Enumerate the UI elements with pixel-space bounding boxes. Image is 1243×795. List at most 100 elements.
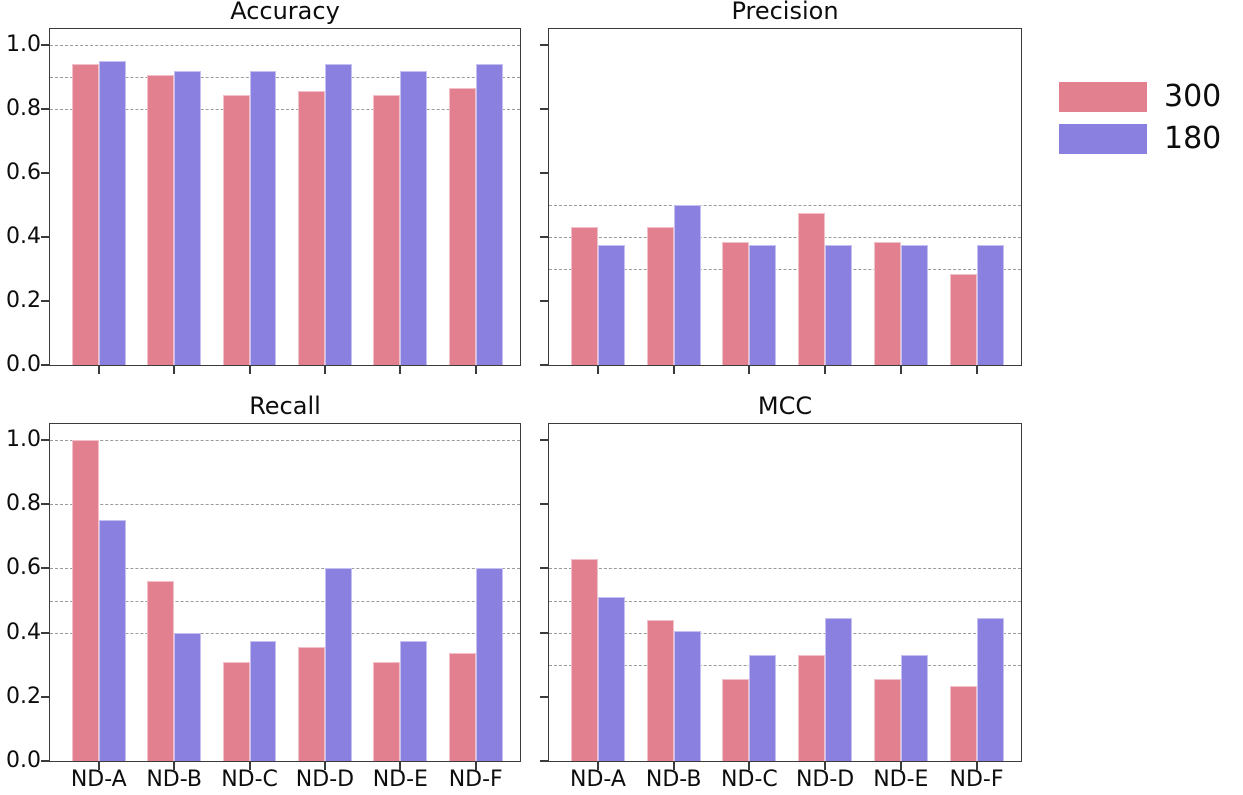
legend: 300 180 [1059,82,1221,166]
x-tick [596,365,599,374]
y-tick [540,299,549,302]
bar-300-nd-c [722,241,750,365]
y-tick [41,364,50,366]
bar-180-nd-d [324,64,352,365]
bar-180-nd-f [475,568,503,761]
x-tick [824,761,827,770]
gridline [549,568,1021,570]
gridline [50,77,520,78]
y-tick-label: 0.8 [6,96,41,121]
y-tick-label: 0.4 [6,619,41,645]
x-tick [975,761,978,770]
chart-panel-accuracy: Accuracy 0.0 0.2 0.4 0.6 0.8 1.0 [6,0,521,377]
gridline [549,269,1021,270]
x-tick-label: ND-F [949,767,1004,792]
gridline [549,664,1021,666]
x-tick-label: ND-D [795,767,855,792]
y-tick [41,108,50,110]
bar-300-nd-d [298,647,325,761]
y-tick-label: 0.8 [6,491,41,517]
x-tick [173,365,176,374]
chart-title-precision: Precision [731,0,839,25]
gridline [50,504,520,506]
chart-panel-mcc: MCC ND-A ND-B ND-C ND-D ND-E ND-F [540,392,1022,792]
gridline [50,600,520,602]
bar-300-nd-e [373,94,401,365]
bar-180-nd-c [249,70,277,365]
x-tick [248,761,251,770]
bar-300-nd-f [448,88,476,365]
x-tick [474,761,477,770]
y-tick-label: 0.4 [6,224,41,249]
bar-300-nd-c [222,94,250,365]
x-tick [323,365,326,374]
y-tick [41,631,50,634]
x-tick [474,365,477,374]
bar-180-nd-b [174,632,202,761]
x-tick-label: ND-B [146,767,202,792]
bar-180-nd-d [825,245,853,365]
x-tick [97,365,100,374]
gridline [50,109,520,110]
x-tick [824,365,827,374]
bar-180-nd-f [976,618,1004,761]
y-tick [540,364,549,366]
bar-180-nd-a [597,597,625,761]
x-tick [672,365,675,374]
x-tick-label: ND-C [721,767,778,792]
bar-180-nd-e [900,245,928,365]
bar-300-nd-a [570,227,598,365]
y-tick-label: 1.0 [6,427,41,453]
y-tick [540,631,549,634]
y-tick [41,172,50,174]
bar-300-nd-f [949,685,977,761]
x-tick [399,761,402,770]
y-tick-label: 0.2 [6,287,41,313]
precision-plot-area [540,28,1022,374]
y-tick [540,760,549,762]
x-tick-label: ND-A [70,767,127,792]
y-tick [540,695,549,698]
y-tick [41,567,50,570]
gridline [50,45,520,46]
y-tick [41,760,50,762]
bar-180-nd-a [98,61,126,365]
x-tick [248,365,251,374]
gridline [549,632,1021,634]
bar-300-nd-c [722,679,750,761]
gridline [549,600,1021,602]
x-tick [899,761,902,770]
gridline [50,632,520,634]
bar-300-nd-e [373,661,401,761]
x-tick-label: ND-A [570,767,626,792]
bar-180-nd-c [249,640,277,761]
bar-180-nd-a [98,520,126,761]
x-tick [596,761,599,770]
bar-300-nd-b [646,619,674,761]
y-tick [41,236,50,238]
legend-swatch-180 [1059,124,1147,154]
x-tick [975,365,978,374]
x-tick [672,761,675,770]
y-tick [41,299,50,302]
bar-300-nd-e [873,679,901,761]
bar-300-nd-a [71,64,99,365]
x-tick-label: ND-B [645,767,702,792]
bar-180-nd-c [749,245,777,365]
bar-300-nd-b [147,75,175,365]
y-tick-label: 0.0 [6,748,41,773]
x-tick-label: ND-D [295,767,355,792]
y-tick [540,108,549,110]
y-tick [540,172,549,174]
y-tick [41,695,50,698]
x-tick-label: ND-E [873,767,929,792]
bar-180-nd-d [825,618,853,761]
legend-item-180: 180 [1059,124,1221,154]
x-tick [399,365,402,374]
bar-300-nd-b [147,581,175,761]
x-tick-label: ND-F [448,767,503,792]
chart-panel-precision: Precision [540,0,1022,374]
y-tick [540,44,549,46]
gridline [50,568,520,570]
